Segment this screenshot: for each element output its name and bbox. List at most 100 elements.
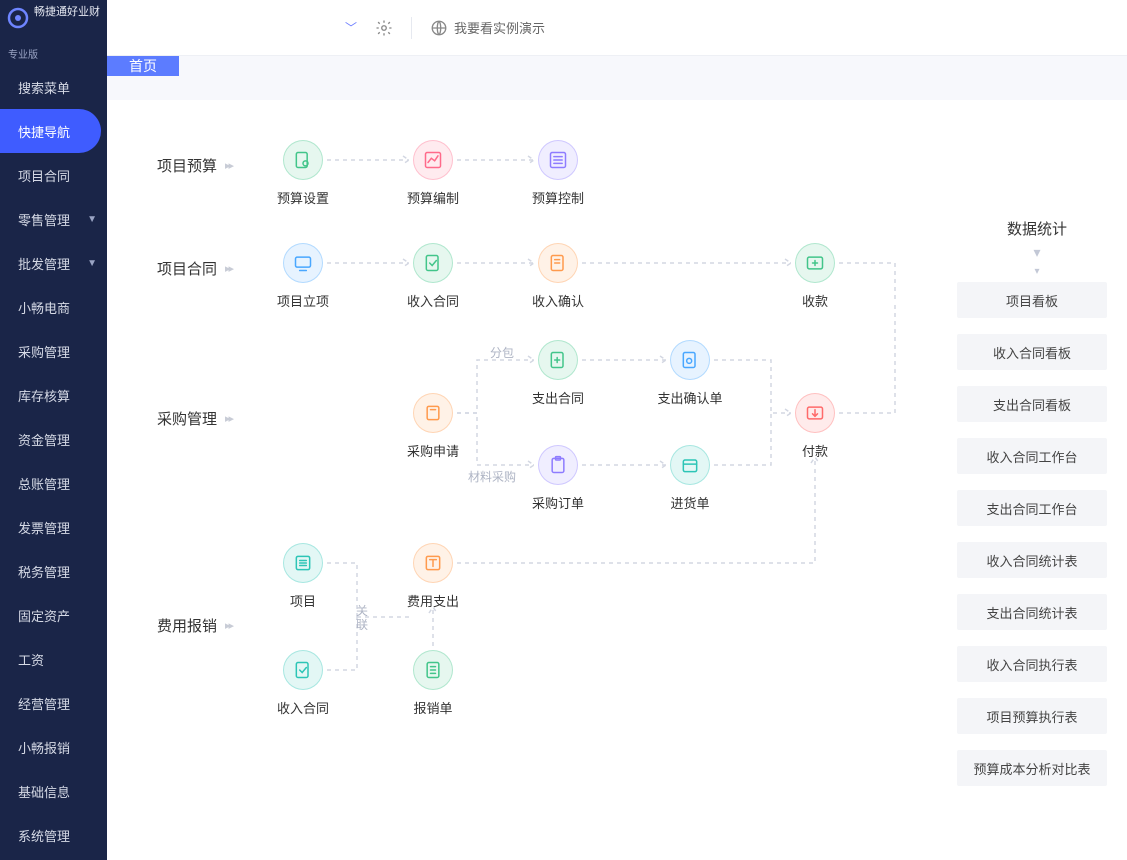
flow-node-budget-ctrl[interactable]: 预算控制	[513, 140, 603, 207]
nav-item-17[interactable]: 系统管理	[0, 813, 107, 857]
doc-gear-icon	[283, 140, 323, 180]
section-text: 费用报销	[157, 615, 217, 636]
flow-node-income-cf[interactable]: 收入确认	[513, 243, 603, 310]
nav-item-8[interactable]: 资金管理	[0, 417, 107, 461]
nav-item-label: 库存核算	[18, 386, 70, 405]
flow-node-label: 进货单	[645, 493, 735, 512]
doc-check-icon	[283, 650, 323, 690]
nav-item-7[interactable]: 库存核算	[0, 373, 107, 417]
stats-button-6[interactable]: 支出合同统计表	[957, 594, 1107, 630]
nav-item-1[interactable]: 快捷导航	[0, 109, 101, 153]
divider	[411, 17, 412, 39]
nav-item-label: 发票管理	[18, 518, 70, 537]
flow-node-budget-edit[interactable]: 预算编制	[388, 140, 478, 207]
arrow-icon: ▸▸	[225, 412, 232, 425]
nav-item-6[interactable]: 采购管理	[0, 329, 107, 373]
flow-node-expense-cf[interactable]: 支出确认单	[645, 340, 735, 407]
stats-button-5[interactable]: 收入合同统计表	[957, 542, 1107, 578]
demo-link[interactable]: 我要看实例演示	[430, 18, 545, 37]
screen-icon	[283, 243, 323, 283]
stats-button-9[interactable]: 预算成本分析对比表	[957, 750, 1107, 786]
sidebar: 畅捷通好业财 专业版 搜索菜单快捷导航项目合同零售管理 ▼ 批发管理▼ 小畅电商采购管…	[0, 0, 107, 860]
nav-item-3[interactable]: 零售管理 ▼	[0, 197, 107, 241]
flow-node-payment[interactable]: 付款	[770, 393, 860, 460]
nav-item-16[interactable]: 基础信息	[0, 769, 107, 813]
flow-node-receipt[interactable]: 收款	[770, 243, 860, 310]
section-label-0: 项目预算▸▸	[157, 155, 232, 176]
nav-item-label: 小畅电商	[18, 298, 70, 317]
globe-icon	[430, 19, 448, 37]
workspace-selector[interactable]: ﹀	[127, 19, 357, 36]
nav-item-9[interactable]: 总账管理	[0, 461, 107, 505]
settings-button[interactable]	[375, 19, 393, 37]
arrow-icon: ▸▸	[225, 159, 232, 172]
stats-button-0[interactable]: 项目看板	[957, 282, 1107, 318]
branch-label-0: 分包	[490, 344, 514, 361]
arrow-icon: ▸▸	[225, 619, 232, 632]
stats-button-3[interactable]: 收入合同工作台	[957, 438, 1107, 474]
stats-button-2[interactable]: 支出合同看板	[957, 386, 1107, 422]
flow-node-expense-out[interactable]: 费用支出	[388, 543, 478, 610]
flow-node-label: 报销单	[388, 698, 478, 717]
stats-button-8[interactable]: 项目预算执行表	[957, 698, 1107, 734]
nav-item-14[interactable]: 经营管理	[0, 681, 107, 725]
flow-node-label: 预算编制	[388, 188, 478, 207]
branch-label-2: 关联	[356, 604, 370, 632]
flow-node-purchase-req[interactable]: 采购申请	[388, 393, 478, 460]
flow-node-goods-in[interactable]: 进货单	[645, 445, 735, 512]
money-out-icon	[795, 393, 835, 433]
wallet-icon	[413, 543, 453, 583]
flow-node-purchase-ord[interactable]: 采购订单	[513, 445, 603, 512]
brand-logo: 畅捷通好业财	[0, 0, 107, 50]
brand-edition: 专业版	[0, 46, 107, 61]
logo-icon	[6, 6, 30, 30]
doc-plus-icon	[538, 340, 578, 380]
flow-node-budget-set[interactable]: 预算设置	[258, 140, 348, 207]
flow-node-label: 支出确认单	[645, 388, 735, 407]
nav-item-0[interactable]: 搜索菜单	[0, 65, 107, 109]
tab-0[interactable]: 首页	[107, 56, 179, 76]
flow-node-label: 付款	[770, 441, 860, 460]
nav-item-10[interactable]: 发票管理	[0, 505, 107, 549]
chevron-down-icon: ▼	[87, 214, 97, 225]
flow-node-proj[interactable]: 项目	[258, 543, 348, 610]
nav-item-label: 快捷导航	[18, 122, 70, 141]
doc-check-icon	[413, 243, 453, 283]
flow-node-label: 预算设置	[258, 188, 348, 207]
clipboard-icon	[538, 445, 578, 485]
nav-item-12[interactable]: 固定资产	[0, 593, 107, 637]
gear-icon	[375, 19, 393, 37]
stats-button-4[interactable]: 支出合同工作台	[957, 490, 1107, 526]
flow-node-income-ct2[interactable]: 收入合同	[258, 650, 348, 717]
nav-item-13[interactable]: 工资	[0, 637, 107, 681]
nav-item-label: 项目合同	[18, 166, 70, 185]
list-icon	[283, 543, 323, 583]
flow-node-proj-setup[interactable]: 项目立项	[258, 243, 348, 310]
flow-node-label: 费用支出	[388, 591, 478, 610]
stats-button-7[interactable]: 收入合同执行表	[957, 646, 1107, 682]
nav-item-4[interactable]: 批发管理▼	[0, 241, 107, 285]
chevron-down-icon: ﹀	[345, 19, 357, 36]
flow-node-reimburse[interactable]: 报销单	[388, 650, 478, 717]
nav-item-11[interactable]: 税务管理	[0, 549, 107, 593]
branch-label-1: 材料采购	[468, 468, 516, 485]
nav-item-5[interactable]: 小畅电商	[0, 285, 107, 329]
stats-title: 数据统计	[947, 218, 1127, 239]
nav-item-15[interactable]: 小畅报销	[0, 725, 107, 769]
nav-item-label: 零售管理	[18, 210, 70, 229]
doc-tag-icon	[538, 243, 578, 283]
flow-node-income-ct[interactable]: 收入合同	[388, 243, 478, 310]
brand-name: 畅捷通好业财	[34, 6, 100, 19]
arrow-icon: ▸▸	[225, 262, 232, 275]
flow-node-label: 采购申请	[388, 441, 478, 460]
flow-node-label: 支出合同	[513, 388, 603, 407]
flow-node-label: 预算控制	[513, 188, 603, 207]
cart-icon	[413, 393, 453, 433]
nav-item-2[interactable]: 项目合同	[0, 153, 107, 197]
nav-item-label: 资金管理	[18, 430, 70, 449]
receipt-icon	[413, 650, 453, 690]
stats-button-1[interactable]: 收入合同看板	[957, 334, 1107, 370]
flow-node-label: 项目	[258, 591, 348, 610]
money-in-icon	[795, 243, 835, 283]
flow-node-expense-ct[interactable]: 支出合同	[513, 340, 603, 407]
